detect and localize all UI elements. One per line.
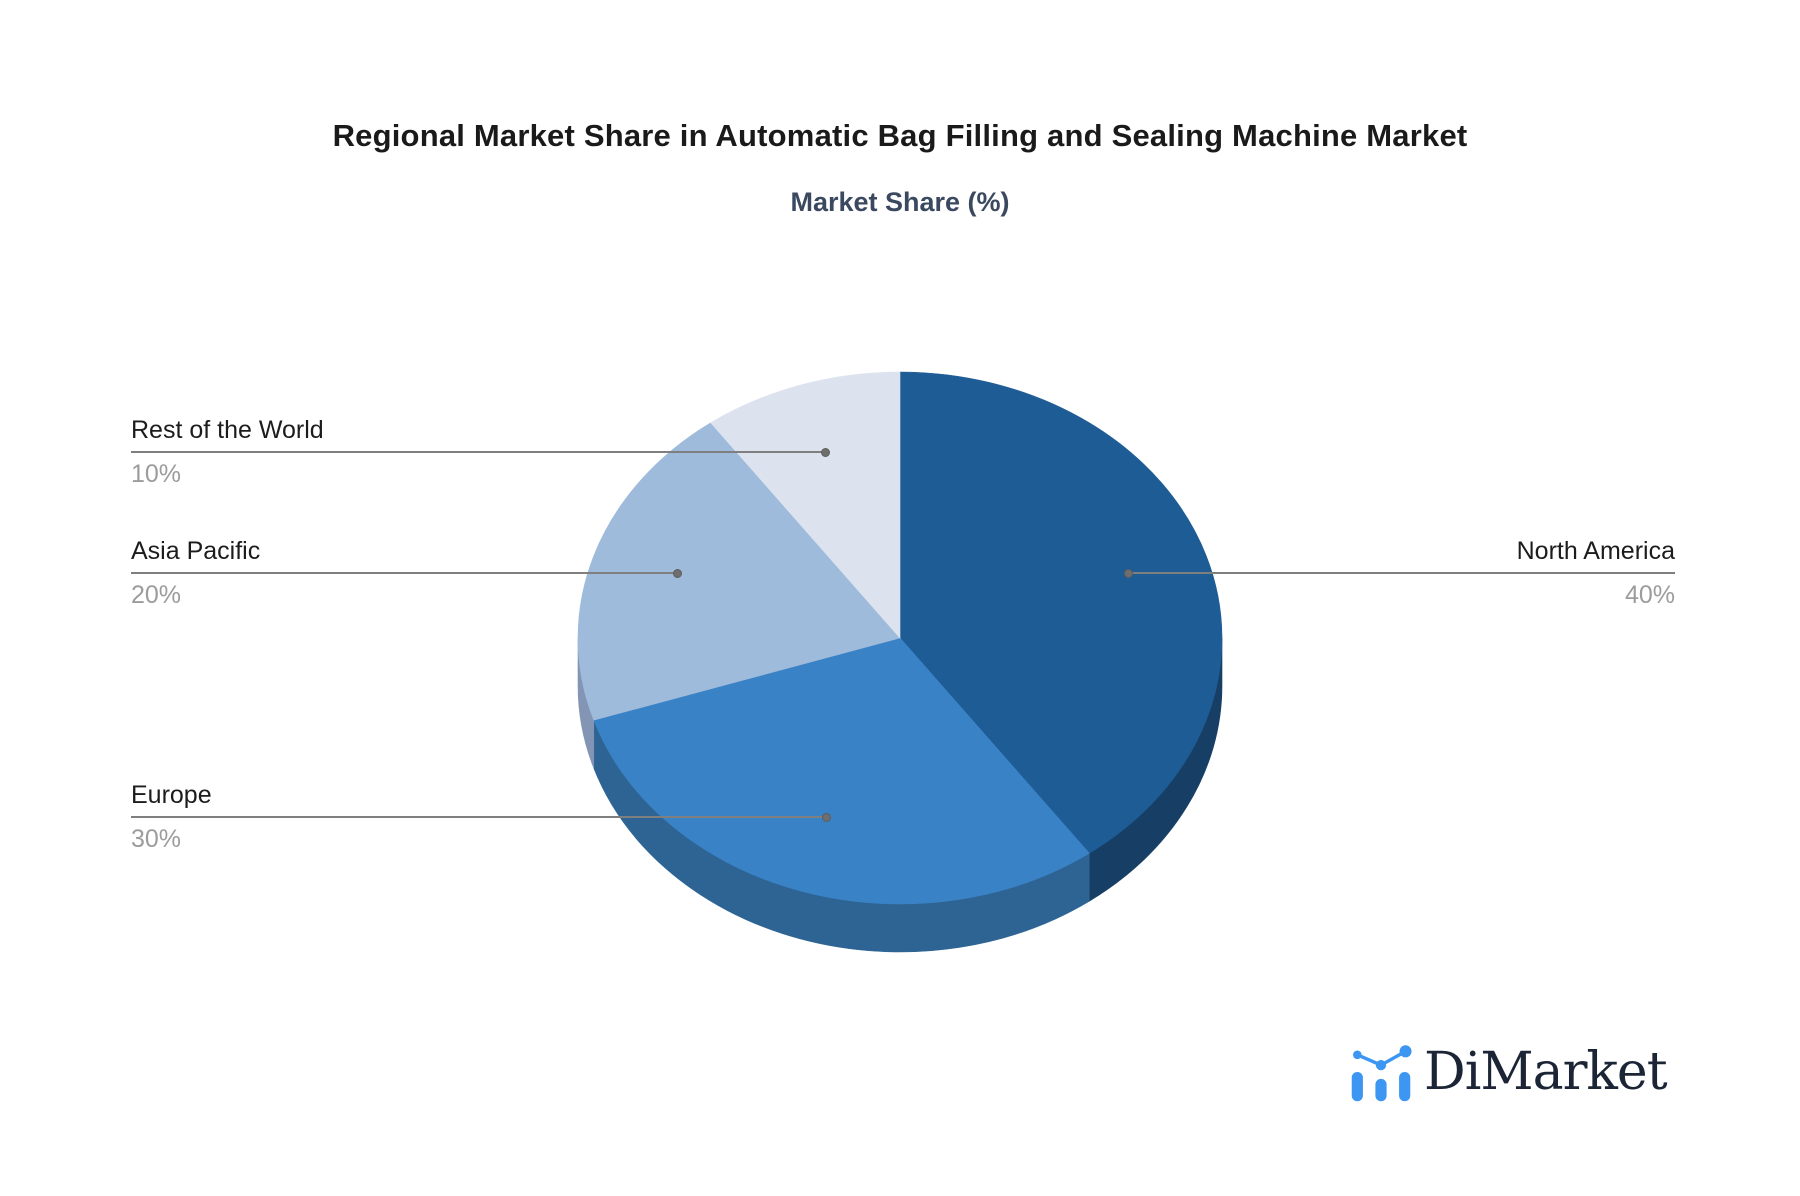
callout-line-europe — [131, 816, 829, 818]
pie-slice-north-america[interactable] — [899, 371, 1223, 854]
callout-line-north-america — [1128, 572, 1675, 574]
callout-label-north-america: North America — [1516, 537, 1675, 565]
pie-slice-asia-pacific[interactable] — [577, 422, 901, 721]
chart-subtitle: Market Share (%) — [790, 187, 1010, 217]
callout-line-asia-pacific — [131, 572, 680, 574]
callout-dot-north-america — [1124, 569, 1133, 578]
callout-percent-europe: 30% — [131, 825, 182, 853]
callout-label-rest-of-the-world: Rest of the World — [131, 416, 324, 444]
bar-line-chart-icon — [1351, 1045, 1412, 1102]
callout-label-europe: Europe — [131, 781, 212, 809]
pie-slice-europe[interactable] — [593, 637, 1090, 905]
pie-slice-rest-of-the-world[interactable] — [710, 371, 901, 639]
callout-percent-rest-of-the-world: 10% — [131, 460, 182, 488]
callout-dot-asia-pacific — [673, 569, 682, 578]
callout-dot-rest-of-the-world — [821, 448, 830, 457]
callout-dot-europe — [822, 813, 831, 822]
dimarket-logo: DiMarket — [1350, 1034, 1668, 1110]
callout-line-rest-of-the-world — [131, 451, 829, 453]
chart-title: Regional Market Share in Automatic Bag F… — [332, 118, 1468, 153]
callout-percent-north-america: 40% — [1624, 581, 1675, 609]
callout-percent-asia-pacific: 20% — [131, 581, 182, 609]
logo-text: DiMarket — [1424, 1042, 1668, 1102]
callout-label-asia-pacific: Asia Pacific — [131, 537, 261, 565]
